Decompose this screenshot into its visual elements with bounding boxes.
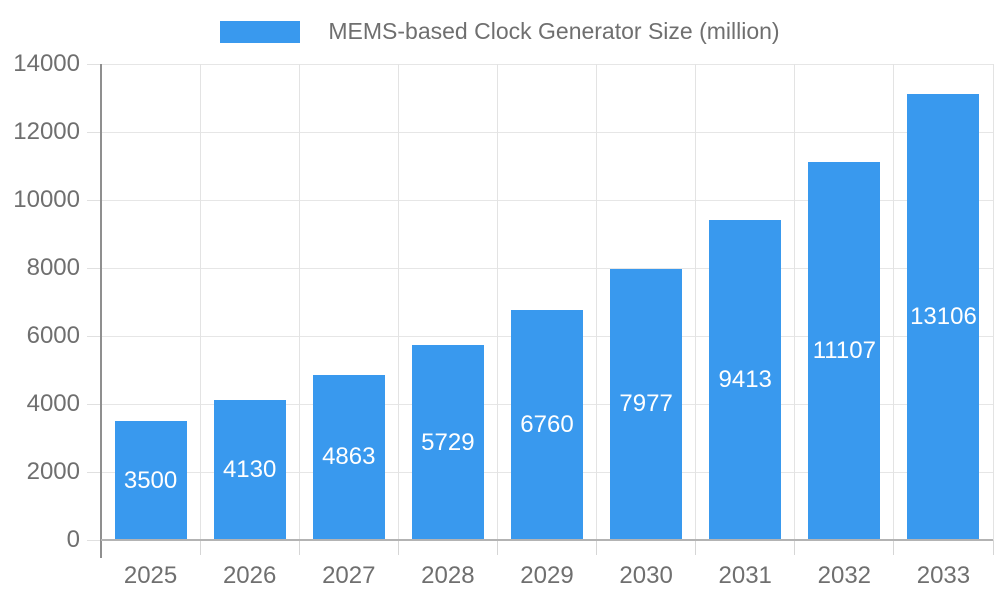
h-gridline bbox=[101, 131, 993, 133]
h-gridline bbox=[101, 199, 993, 201]
x-axis-tick bbox=[992, 540, 994, 555]
v-gridline bbox=[992, 64, 994, 540]
bar-value-label: 3500 bbox=[123, 466, 178, 494]
y-axis-label: 0 bbox=[66, 526, 80, 553]
x-axis-tick bbox=[199, 540, 201, 555]
x-axis-tick bbox=[397, 540, 399, 555]
x-axis-tick bbox=[794, 540, 796, 555]
legend: MEMS-based Clock Generator Size (million… bbox=[0, 18, 1000, 45]
v-gridline bbox=[695, 64, 697, 540]
bar-value-label: 5729 bbox=[421, 428, 475, 456]
h-gridline bbox=[101, 267, 993, 269]
bar[interactable]: 13106 bbox=[907, 94, 980, 540]
v-gridline bbox=[596, 64, 598, 540]
y-axis-tick bbox=[87, 335, 101, 337]
bar-value-label: 4863 bbox=[322, 443, 376, 471]
v-gridline bbox=[298, 64, 300, 540]
bar[interactable]: 3500 bbox=[114, 421, 187, 540]
y-axis-tick bbox=[87, 471, 101, 473]
bar-value-label: 9413 bbox=[718, 365, 772, 393]
bar[interactable]: 4863 bbox=[312, 374, 385, 540]
h-gridline bbox=[101, 63, 993, 65]
x-axis-tick bbox=[298, 540, 300, 555]
x-axis-label: 2027 bbox=[322, 562, 376, 589]
bar-value-label: 4130 bbox=[222, 455, 277, 483]
y-axis-label: 10000 bbox=[13, 186, 80, 213]
v-gridline bbox=[199, 64, 201, 540]
x-axis-label: 2029 bbox=[520, 562, 574, 589]
bar[interactable]: 6760 bbox=[511, 310, 583, 540]
y-axis-tick bbox=[87, 403, 101, 405]
y-axis-tick bbox=[87, 539, 101, 541]
x-axis-tick bbox=[893, 540, 895, 555]
y-axis-label: 12000 bbox=[13, 118, 80, 145]
x-axis-tick bbox=[496, 540, 498, 555]
v-gridline bbox=[397, 64, 399, 540]
y-axis-label: 14000 bbox=[13, 50, 80, 77]
y-axis-tick bbox=[87, 199, 101, 201]
v-gridline bbox=[893, 64, 895, 540]
legend-swatch-icon bbox=[220, 20, 301, 43]
y-axis-tick bbox=[87, 131, 101, 133]
x-axis-label: 2025 bbox=[123, 562, 178, 589]
y-axis-label: 2000 bbox=[26, 458, 80, 485]
x-axis-label: 2031 bbox=[718, 562, 772, 589]
bar-value-label: 7977 bbox=[619, 390, 673, 418]
bar[interactable]: 5729 bbox=[411, 345, 484, 540]
y-axis-label: 6000 bbox=[26, 322, 80, 349]
y-axis-label: 4000 bbox=[26, 390, 80, 417]
bar[interactable]: 11107 bbox=[808, 162, 881, 540]
x-axis-label: 2032 bbox=[817, 562, 872, 589]
bar[interactable]: 7977 bbox=[610, 268, 683, 540]
y-axis-label: 8000 bbox=[26, 254, 80, 281]
x-axis-label: 2030 bbox=[619, 562, 673, 589]
legend-item[interactable]: MEMS-based Clock Generator Size (million… bbox=[220, 18, 780, 45]
bar-value-label: 6760 bbox=[520, 411, 574, 439]
bar-value-label: 13106 bbox=[910, 303, 977, 331]
v-gridline bbox=[496, 64, 498, 540]
x-axis-label: 2026 bbox=[222, 562, 277, 589]
x-axis-line bbox=[101, 539, 993, 541]
x-axis-tick bbox=[695, 540, 697, 555]
y-axis-tick bbox=[87, 63, 101, 65]
bar[interactable]: 9413 bbox=[709, 219, 782, 540]
x-axis-label: 2028 bbox=[421, 562, 475, 589]
y-axis-tick bbox=[87, 267, 101, 269]
legend-label: MEMS-based Clock Generator Size (million… bbox=[328, 18, 780, 44]
v-gridline bbox=[794, 64, 796, 540]
x-axis-tick bbox=[596, 540, 598, 555]
bar-value-label: 11107 bbox=[812, 337, 876, 365]
bar[interactable]: 4130 bbox=[213, 399, 286, 540]
y-axis-line bbox=[100, 64, 102, 558]
x-axis-label: 2033 bbox=[916, 562, 971, 589]
